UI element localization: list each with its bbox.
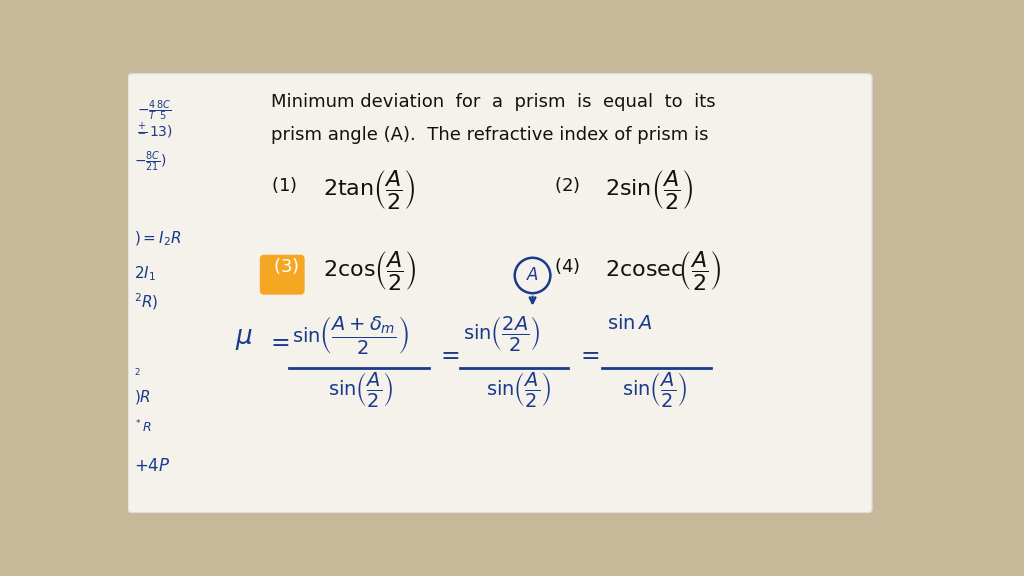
Text: $=$: $=$	[436, 342, 461, 366]
Text: $2\mathrm{cosec}\!\left(\dfrac{A}{2}\right)$: $2\mathrm{cosec}\!\left(\dfrac{A}{2}\rig…	[604, 249, 721, 292]
Text: $2\cos\!\left(\dfrac{A}{2}\right)$: $2\cos\!\left(\dfrac{A}{2}\right)$	[324, 249, 417, 292]
Text: $-\frac{8C}{21})$: $-\frac{8C}{21})$	[134, 149, 167, 173]
Text: $\sin\!\left(\dfrac{A}{2}\right)$: $\sin\!\left(\dfrac{A}{2}\right)$	[328, 370, 393, 409]
Text: $\sin\!\left(\dfrac{A+\delta_m}{2}\right)$: $\sin\!\left(\dfrac{A+\delta_m}{2}\right…	[292, 314, 410, 356]
Text: $-\frac{4}{T}\frac{8C}{5}$: $-\frac{4}{T}\frac{8C}{5}$	[137, 98, 172, 123]
Text: $(4)$: $(4)$	[554, 256, 581, 276]
FancyBboxPatch shape	[128, 74, 872, 513]
Text: $2\tan\!\left(\dfrac{A}{2}\right)$: $2\tan\!\left(\dfrac{A}{2}\right)$	[324, 168, 416, 211]
Text: $\sin\!\left(\dfrac{2A}{2}\right)$: $\sin\!\left(\dfrac{2A}{2}\right)$	[463, 314, 541, 353]
Text: $)=I_2R$: $)=I_2R$	[134, 229, 182, 248]
Text: $)R$: $)R$	[134, 388, 151, 406]
Text: $^2$: $^2$	[134, 368, 141, 381]
Text: $\mu$: $\mu$	[234, 326, 253, 353]
Text: $^2R)$: $^2R)$	[134, 291, 159, 312]
FancyBboxPatch shape	[260, 256, 304, 294]
Text: $(3)$: $(3)$	[273, 256, 299, 276]
Text: $(2)$: $(2)$	[554, 175, 581, 195]
Text: $=$: $=$	[266, 329, 290, 354]
Text: $2\sin\!\left(\dfrac{A}{2}\right)$: $2\sin\!\left(\dfrac{A}{2}\right)$	[604, 168, 692, 211]
Text: $\frac{+}{-}\,13)$: $\frac{+}{-}\,13)$	[137, 122, 173, 141]
Text: $=$: $=$	[575, 342, 600, 366]
Text: prism angle (A).  The refractive index of prism is: prism angle (A). The refractive index of…	[271, 126, 709, 144]
Text: Minimum deviation  for  a  prism  is  equal  to  its: Minimum deviation for a prism is equal t…	[271, 93, 716, 111]
Text: $A$: $A$	[526, 267, 539, 285]
Text: $\sin\!\left(\dfrac{A}{2}\right)$: $\sin\!\left(\dfrac{A}{2}\right)$	[623, 370, 688, 409]
Text: $\sin A$: $\sin A$	[607, 314, 652, 333]
Text: $2I_1$: $2I_1$	[134, 265, 156, 283]
Text: $\sin\!\left(\dfrac{A}{2}\right)$: $\sin\!\left(\dfrac{A}{2}\right)$	[486, 370, 551, 409]
Text: $^*R$: $^*R$	[134, 419, 152, 435]
Text: $(1)$: $(1)$	[271, 175, 297, 195]
Text: $+4P$: $+4P$	[134, 457, 171, 475]
